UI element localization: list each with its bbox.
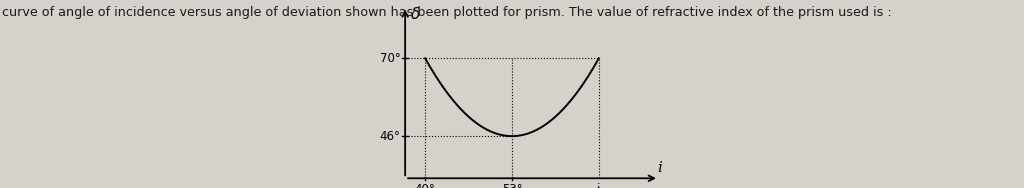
Text: curve of angle of incidence versus angle of deviation shown has been plotted for: curve of angle of incidence versus angle… bbox=[2, 6, 892, 19]
Text: 53°: 53° bbox=[502, 183, 522, 188]
Text: $\delta$: $\delta$ bbox=[411, 6, 421, 23]
Text: 46°: 46° bbox=[380, 130, 400, 143]
Text: i: i bbox=[657, 161, 663, 175]
Text: 40°: 40° bbox=[415, 183, 435, 188]
Text: i₁: i₁ bbox=[597, 183, 605, 188]
Text: 70°: 70° bbox=[380, 52, 400, 65]
